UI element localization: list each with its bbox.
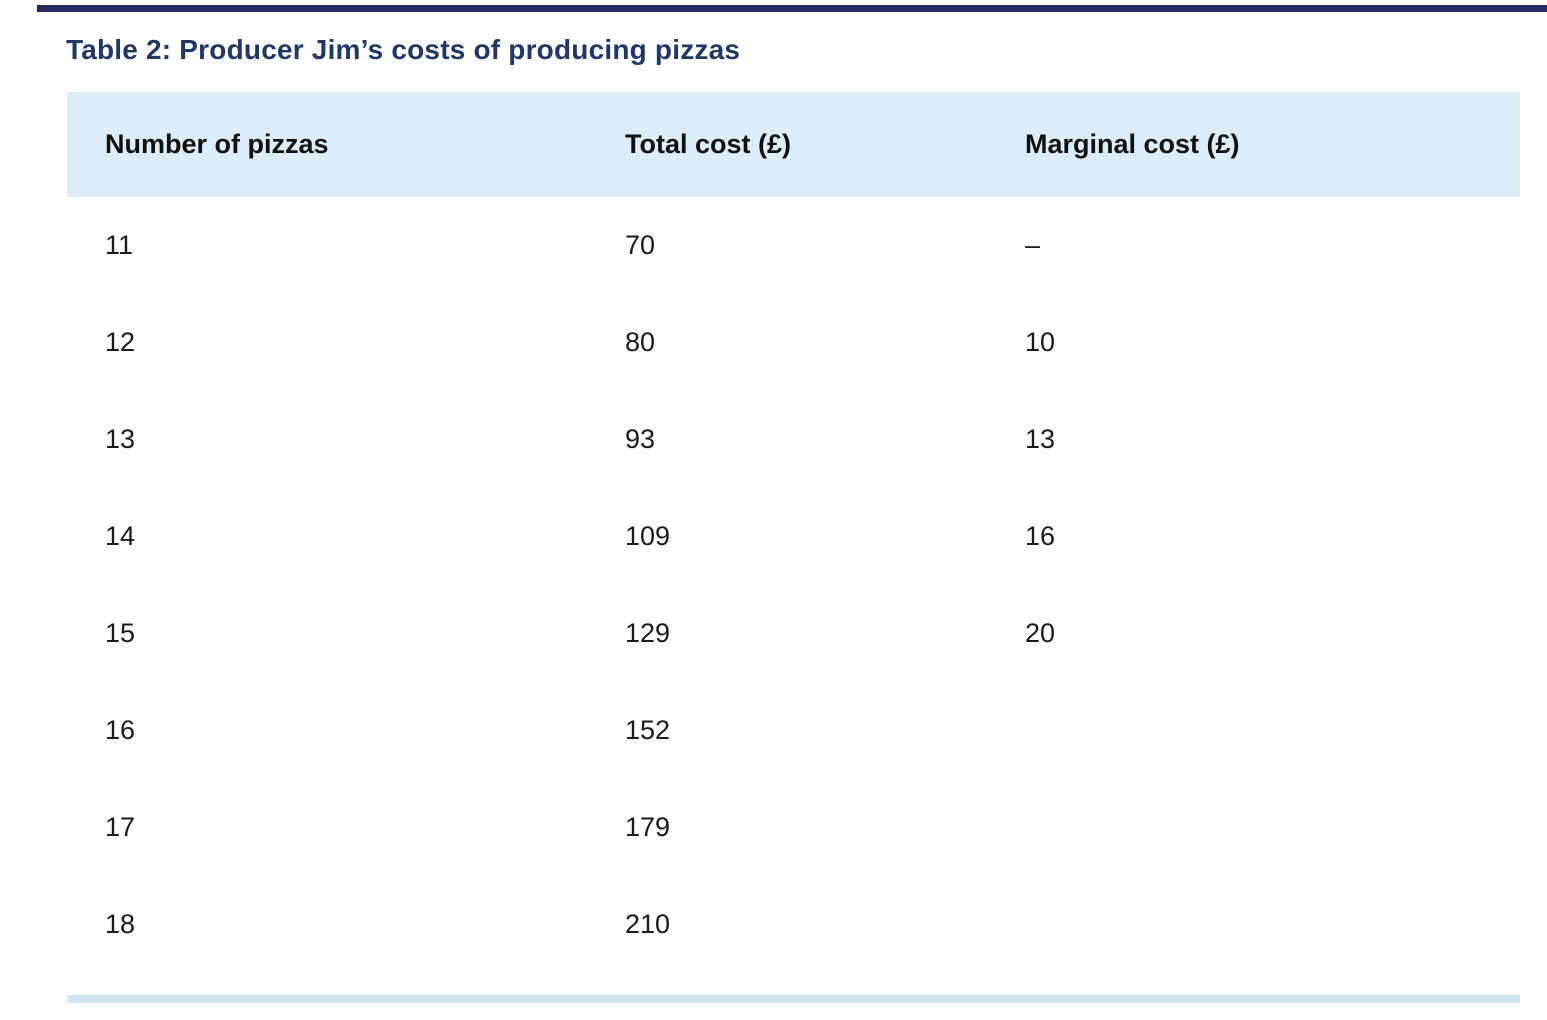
table-row: 14 109 16 <box>67 488 1520 585</box>
cell-marginal-cost: – <box>1025 230 1041 260</box>
table-header-row: Number of pizzas Total cost (£) Marginal… <box>67 92 1520 197</box>
top-divider <box>37 5 1547 12</box>
table-caption: Table 2: Producer Jim’s costs of produci… <box>66 34 741 65</box>
cell-total-cost: 210 <box>625 909 671 939</box>
cell-number-of-pizzas: 18 <box>105 909 136 939</box>
cell-total-cost: 80 <box>625 327 656 357</box>
cell-number-of-pizzas: 17 <box>105 812 136 842</box>
cell-total-cost: 70 <box>625 230 656 260</box>
table-row: 15 129 20 <box>67 585 1520 682</box>
cell-total-cost: 179 <box>625 812 671 842</box>
table-row: 18 210 <box>67 876 1520 973</box>
column-header-marginal-cost: Marginal cost (£) <box>1025 129 1240 159</box>
cell-number-of-pizzas: 14 <box>105 521 136 551</box>
cell-number-of-pizzas: 15 <box>105 618 136 648</box>
cell-marginal-cost: 20 <box>1025 618 1056 648</box>
table-row: 13 93 13 <box>67 391 1520 488</box>
cell-number-of-pizzas: 12 <box>105 327 136 357</box>
table-row: 16 152 <box>67 682 1520 779</box>
cell-number-of-pizzas: 11 <box>105 230 134 260</box>
table-row: 11 70 – <box>67 197 1520 294</box>
cell-total-cost: 129 <box>625 618 671 648</box>
table-row: 17 179 <box>67 779 1520 876</box>
cell-marginal-cost: 10 <box>1025 327 1056 357</box>
column-header-number-of-pizzas: Number of pizzas <box>105 129 329 159</box>
cell-number-of-pizzas: 16 <box>105 715 136 745</box>
table-row: 12 80 10 <box>67 294 1520 391</box>
cell-marginal-cost: 13 <box>1025 424 1056 454</box>
column-header-total-cost: Total cost (£) <box>625 129 792 159</box>
cell-total-cost: 93 <box>625 424 656 454</box>
cell-number-of-pizzas: 13 <box>105 424 136 454</box>
cell-marginal-cost: 16 <box>1025 521 1056 551</box>
cell-total-cost: 152 <box>625 715 671 745</box>
pizza-costs-table: Number of pizzas Total cost (£) Marginal… <box>67 92 1520 1003</box>
cell-total-cost: 109 <box>625 521 671 551</box>
table-body: 11 70 – 12 80 10 13 93 13 14 109 16 15 <box>67 197 1520 973</box>
bottom-divider <box>67 995 1520 1003</box>
